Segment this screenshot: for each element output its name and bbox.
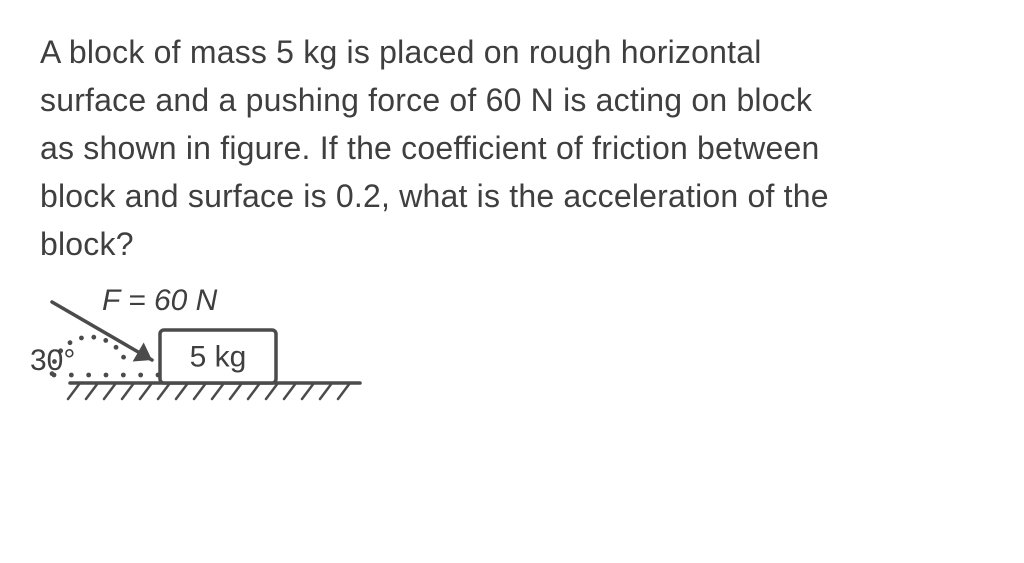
baseline-dot xyxy=(86,373,91,378)
angle-arc-dot xyxy=(114,345,119,350)
ground-hatch xyxy=(122,383,134,399)
ground-hatch xyxy=(212,383,224,399)
page: A block of mass 5 kg is placed on rough … xyxy=(0,0,1024,426)
baseline-dot xyxy=(138,373,143,378)
ground-hatch xyxy=(230,383,242,399)
ground-hatch xyxy=(338,383,350,399)
problem-line-3: as shown in figure. If the coefficient o… xyxy=(40,130,819,166)
baseline-dot xyxy=(104,373,109,378)
ground-hatch xyxy=(320,383,332,399)
ground-hatch xyxy=(302,383,314,399)
angle-arc-dot xyxy=(121,355,126,360)
ground-hatch xyxy=(86,383,98,399)
ground-hatch xyxy=(140,383,152,399)
figure-svg: 5 kg F = 60 N 30° xyxy=(30,286,380,426)
ground-hatch xyxy=(176,383,188,399)
angle-arc-dot xyxy=(79,336,84,341)
angle-label: 30° xyxy=(30,344,75,377)
ground-hatch xyxy=(68,383,80,399)
block-label: 5 kg xyxy=(190,341,247,374)
problem-line-2: surface and a pushing force of 60 N is a… xyxy=(40,82,812,118)
angle-arc-dot xyxy=(103,338,108,343)
physics-figure: 5 kg F = 60 N 30° xyxy=(30,286,984,426)
baseline-dot xyxy=(121,373,126,378)
ground-hatch xyxy=(158,383,170,399)
ground-hatch xyxy=(194,383,206,399)
angle-arc-dot xyxy=(91,335,96,340)
ground-hatch xyxy=(104,383,116,399)
ground-hatch xyxy=(266,383,278,399)
ground-hatch xyxy=(248,383,260,399)
force-label: F = 60 N xyxy=(102,286,218,317)
problem-line-1: A block of mass 5 kg is placed on rough … xyxy=(40,34,762,70)
problem-line-5: block? xyxy=(40,226,134,262)
problem-text: A block of mass 5 kg is placed on rough … xyxy=(40,28,984,268)
ground-hatch xyxy=(284,383,296,399)
baseline-dot xyxy=(156,373,161,378)
problem-line-4: block and surface is 0.2, what is the ac… xyxy=(40,178,829,214)
